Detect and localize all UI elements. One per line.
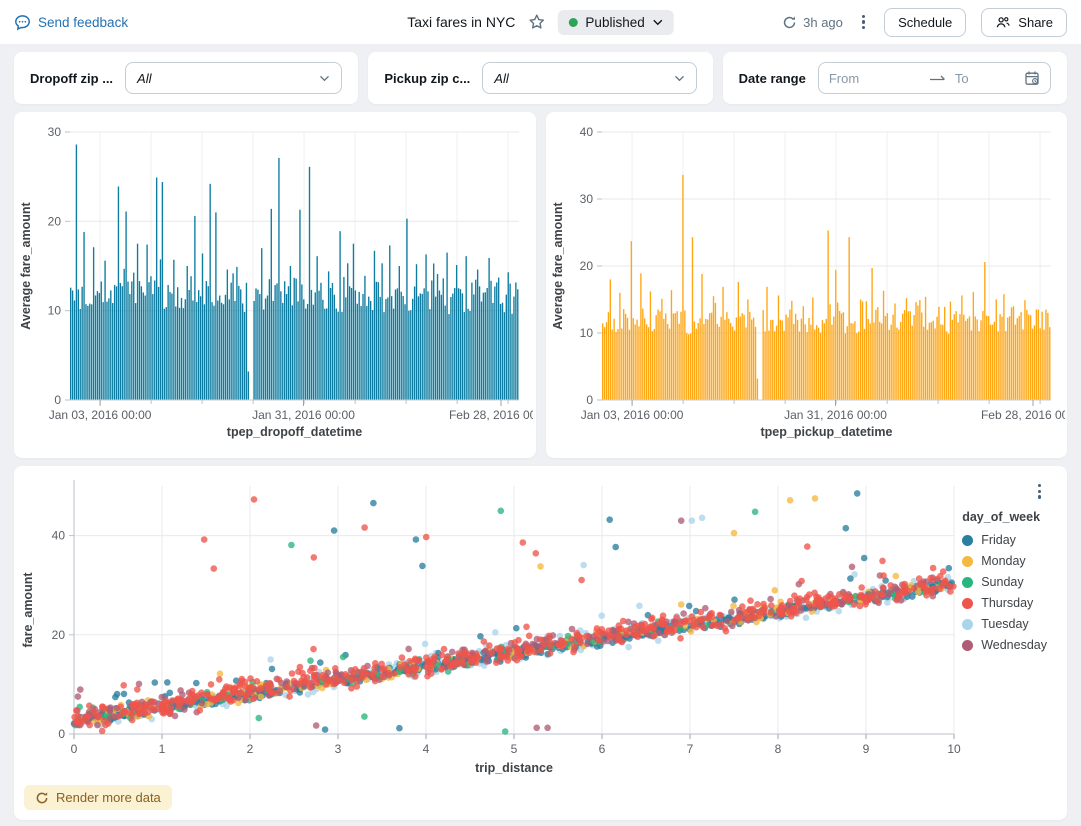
svg-text:7: 7 <box>687 742 694 756</box>
filter-date-range: Date range From To <box>722 52 1067 104</box>
svg-text:9: 9 <box>863 742 870 756</box>
svg-text:10: 10 <box>947 742 961 756</box>
svg-text:30: 30 <box>48 125 62 139</box>
header-actions: 3h ago Schedule Share <box>782 7 1067 37</box>
published-dot <box>568 17 578 27</box>
filter-row: Dropoff zip ... All Pickup zip c... All … <box>0 44 1081 104</box>
arrow-right-icon <box>929 74 947 82</box>
pickup-zip-value: All <box>494 70 509 86</box>
svg-text:Jan 31, 2016 00:00: Jan 31, 2016 00:00 <box>252 408 355 422</box>
svg-text:trip_distance: trip_distance <box>475 761 553 775</box>
svg-text:fare_amount: fare_amount <box>21 572 35 648</box>
svg-text:tpep_pickup_datetime: tpep_pickup_datetime <box>760 425 892 439</box>
people-icon <box>995 15 1011 30</box>
refresh-icon <box>35 791 49 805</box>
pickup-zip-label: Pickup zip c... <box>384 70 471 86</box>
pickup-chart-card: 0 10 20 30 40 Jan 03, 2016 00:00 Jan 31, 2016 … <box>545 112 1081 458</box>
pickup-zip-select[interactable]: All <box>482 62 697 94</box>
legend-swatch <box>962 534 974 546</box>
svg-text:8: 8 <box>775 742 782 756</box>
legend-item-monday[interactable]: Monday <box>962 554 1047 568</box>
svg-text:3: 3 <box>335 742 342 756</box>
favorite-star-icon[interactable] <box>527 13 545 31</box>
svg-text:10: 10 <box>48 304 62 318</box>
fare-vs-distance-scatter: 0 1 2 3 4 5 6 7 8 9 10 0 20 40 trip_distance fare_amoun… <box>18 470 1063 793</box>
dropoff-bar-chart: 0 10 20 30 Jan 03, 2016 00:00 Jan 31, 2016 00… <box>16 118 553 455</box>
title-group: Taxi fares in NYC Published <box>407 9 674 35</box>
svg-text:10: 10 <box>579 326 593 340</box>
publish-status-dropdown[interactable]: Published <box>557 9 674 35</box>
render-more-label: Render more data <box>56 790 161 805</box>
chevron-down-icon <box>319 75 330 82</box>
legend-item-wednesday[interactable]: Wednesday <box>962 638 1047 652</box>
svg-text:0: 0 <box>586 393 593 407</box>
schedule-button[interactable]: Schedule <box>884 7 967 37</box>
svg-text:5: 5 <box>511 742 518 756</box>
dropoff-chart-card: 0 10 20 30 Jan 03, 2016 00:00 Jan 31, 2016 00… <box>14 112 553 458</box>
svg-text:20: 20 <box>48 214 62 228</box>
svg-text:0: 0 <box>58 727 65 741</box>
legend-swatch <box>962 555 974 567</box>
scatter-legend: day_of_week Friday Monday Sunday Thursday Tue… <box>962 510 1047 659</box>
pickup-bar-chart: 0 10 20 30 40 Jan 03, 2016 00:00 Jan 31, 2016 … <box>548 118 1081 455</box>
chevron-down-icon <box>653 19 663 26</box>
publish-status-label: Published <box>585 14 645 30</box>
svg-text:0: 0 <box>54 393 61 407</box>
header-kebab-menu[interactable] <box>858 11 869 34</box>
svg-text:Feb 28, 2016 00:00: Feb 28, 2016 00:00 <box>449 408 533 422</box>
bar-charts-row: 0 10 20 30 Jan 03, 2016 00:00 Jan 31, 2016 00… <box>0 104 1081 458</box>
legend-item-friday[interactable]: Friday <box>962 533 1047 547</box>
top-bar: Send feedback Taxi fares in NYC Publishe… <box>0 0 1081 44</box>
svg-text:40: 40 <box>579 125 593 139</box>
svg-text:Jan 03, 2016 00:00: Jan 03, 2016 00:00 <box>49 408 152 422</box>
render-more-data-button[interactable]: Render more data <box>24 785 172 810</box>
date-range-label: Date range <box>738 70 806 86</box>
share-label: Share <box>1018 14 1053 30</box>
legend-item-sunday[interactable]: Sunday <box>962 575 1047 589</box>
calendar-icon[interactable] <box>1024 70 1040 86</box>
svg-text:30: 30 <box>579 192 593 206</box>
send-feedback-link[interactable]: Send feedback <box>14 14 128 31</box>
refresh-status[interactable]: 3h ago <box>782 15 843 30</box>
filter-pickup-zip: Pickup zip c... All <box>368 52 713 104</box>
legend-swatch <box>962 597 974 609</box>
svg-text:Jan 31, 2016 00:00: Jan 31, 2016 00:00 <box>784 408 887 422</box>
dropoff-zip-label: Dropoff zip ... <box>30 70 114 86</box>
legend-item-thursday[interactable]: Thursday <box>962 596 1047 610</box>
svg-text:4: 4 <box>423 742 430 756</box>
svg-text:20: 20 <box>579 259 593 273</box>
legend-item-tuesday[interactable]: Tuesday <box>962 617 1047 631</box>
svg-text:Jan 03, 2016 00:00: Jan 03, 2016 00:00 <box>580 408 683 422</box>
svg-text:Average fare_amount: Average fare_amount <box>19 201 33 329</box>
dropoff-zip-value: All <box>137 70 152 86</box>
chevron-down-icon <box>674 75 685 82</box>
refresh-icon <box>782 15 797 30</box>
filter-dropoff-zip: Dropoff zip ... All <box>14 52 359 104</box>
date-from-placeholder[interactable]: From <box>828 70 860 86</box>
scatter-kebab-menu[interactable] <box>1034 480 1045 503</box>
scatter-chart-card: 0 1 2 3 4 5 6 7 8 9 10 0 20 40 trip_distance fare_amoun… <box>14 466 1067 820</box>
date-range-input[interactable]: From To <box>817 62 1051 94</box>
legend-swatch <box>962 576 974 588</box>
svg-text:6: 6 <box>599 742 606 756</box>
svg-text:Feb 28, 2016 00:00: Feb 28, 2016 00:00 <box>980 408 1064 422</box>
svg-text:40: 40 <box>52 529 66 543</box>
date-to-placeholder[interactable]: To <box>954 70 969 86</box>
page-title: Taxi fares in NYC <box>407 14 516 30</box>
svg-text:20: 20 <box>52 628 66 642</box>
dropoff-zip-select[interactable]: All <box>125 62 343 94</box>
share-button[interactable]: Share <box>981 7 1067 37</box>
schedule-label: Schedule <box>898 14 953 30</box>
feedback-bubble-icon <box>14 14 31 31</box>
svg-text:2: 2 <box>247 742 254 756</box>
svg-text:tpep_dropoff_datetime: tpep_dropoff_datetime <box>227 425 362 439</box>
legend-swatch <box>962 639 974 651</box>
legend-swatch <box>962 618 974 630</box>
svg-text:Average fare_amount: Average fare_amount <box>551 201 565 329</box>
refreshed-ago-label: 3h ago <box>803 14 843 30</box>
send-feedback-label: Send feedback <box>38 14 129 30</box>
svg-text:0: 0 <box>71 742 78 756</box>
legend-title: day_of_week <box>962 510 1041 524</box>
svg-text:1: 1 <box>159 742 166 756</box>
